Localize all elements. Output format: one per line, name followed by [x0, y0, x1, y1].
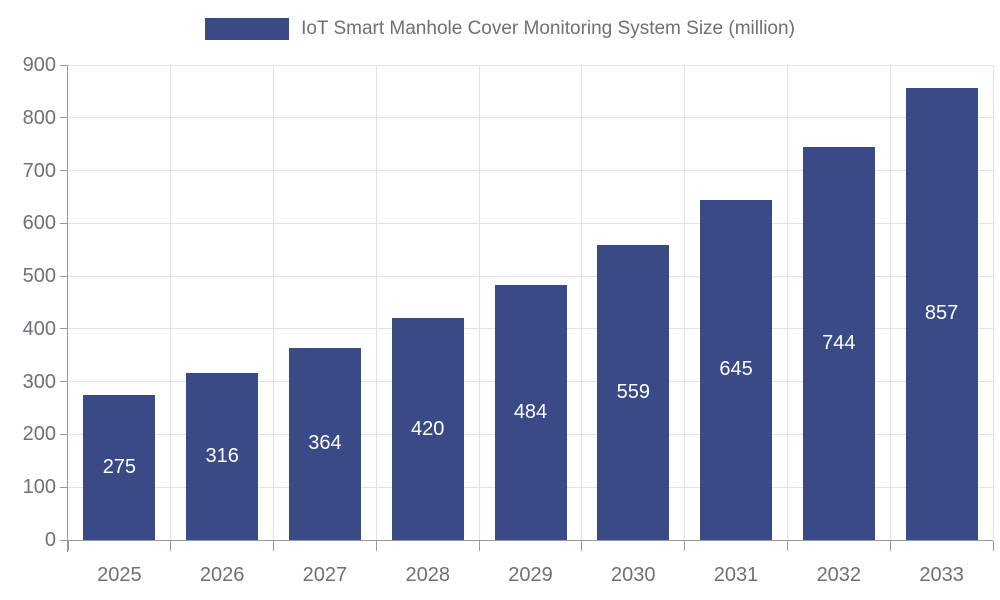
x-axis-tick-6: [684, 541, 686, 551]
x-axis-tick-1: [170, 541, 172, 551]
bar-value-label-2028: 420: [411, 417, 445, 440]
v-gridline-7: [786, 65, 788, 540]
x-axis-label-2029: 2029: [508, 564, 553, 586]
y-axis-tick-600: [60, 222, 68, 224]
bar-value-label-2025: 275: [102, 455, 137, 478]
y-axis-tick-500: [60, 275, 68, 277]
v-gridline-3: [375, 65, 377, 540]
bar-2029[interactable]: 484: [494, 284, 567, 540]
chart-legend[interactable]: IoT Smart Manhole Cover Monitoring Syste…: [0, 18, 1000, 40]
y-axis-tick-200: [60, 433, 68, 435]
bar-2033[interactable]: 857: [905, 87, 978, 540]
x-axis-label-2031: 2031: [713, 564, 759, 586]
y-axis-tick-label-600: 600: [22, 212, 56, 235]
x-axis-tick-4: [478, 541, 480, 551]
x-axis-tick-8: [889, 541, 891, 551]
y-axis-tick-label-800: 800: [22, 106, 56, 129]
x-axis-tick-0: [67, 541, 69, 551]
y-axis-tick-300: [60, 381, 68, 383]
y-axis-tick-700: [60, 170, 68, 172]
bar-value-label-2033: 857: [924, 302, 959, 325]
h-gridline-700: [68, 170, 993, 172]
legend-swatch: [205, 18, 290, 40]
bar-2028[interactable]: 420: [391, 318, 464, 540]
bar-2025[interactable]: 275: [83, 394, 156, 540]
h-gridline-600: [68, 222, 993, 224]
y-axis-tick-label-0: 0: [44, 529, 56, 551]
bar-value-label-2032: 744: [822, 332, 856, 355]
x-axis-tick-5: [581, 541, 583, 551]
v-gridline-6: [684, 65, 686, 540]
bar-value-label-2027: 364: [308, 432, 342, 455]
h-gridline-800: [68, 117, 993, 119]
x-axis-tick-2: [273, 541, 275, 551]
bar-value-label-2029: 484: [513, 400, 548, 423]
y-axis-tick-label-700: 700: [22, 159, 56, 182]
legend-label: IoT Smart Manhole Cover Monitoring Syste…: [301, 18, 795, 39]
bar-2027[interactable]: 364: [288, 347, 361, 540]
x-axis-label-2032: 2032: [816, 564, 862, 586]
bar-2032[interactable]: 744: [802, 147, 875, 540]
y-axis-tick-900: [60, 64, 68, 66]
y-axis-tick-label-500: 500: [22, 265, 56, 288]
y-axis-tick-label-100: 100: [22, 476, 56, 499]
x-axis-label-2033: 2033: [919, 564, 964, 586]
y-axis-tick-label-900: 900: [22, 54, 56, 76]
y-axis-tick-400: [60, 328, 68, 330]
v-gridline-5: [581, 65, 583, 540]
x-axis-label-2030: 2030: [611, 564, 656, 586]
bar-2026[interactable]: 316: [186, 373, 259, 540]
x-axis-tick-7: [786, 541, 788, 551]
v-gridline-4: [478, 65, 480, 540]
v-gridline-2: [273, 65, 275, 540]
h-gridline-900: [68, 64, 993, 66]
x-axis-label-2027: 2027: [302, 564, 348, 586]
x-axis-label-2025: 2025: [97, 564, 142, 586]
y-axis-tick-label-200: 200: [22, 423, 56, 446]
bar-2031[interactable]: 645: [700, 199, 773, 540]
v-gridline-8: [889, 65, 891, 540]
y-axis-tick-label-400: 400: [22, 317, 56, 340]
y-axis-tick-800: [60, 117, 68, 119]
x-axis-label-2026: 2026: [199, 564, 245, 586]
bar-2030[interactable]: 559: [597, 244, 670, 540]
v-gridline-1: [170, 65, 172, 540]
y-axis-tick-100: [60, 486, 68, 488]
x-axis-tick-3: [375, 541, 377, 551]
x-axis-line: [60, 540, 993, 541]
y-axis-line: [67, 65, 68, 552]
bar-value-label-2031: 645: [719, 358, 753, 381]
bar-value-label-2026: 316: [205, 445, 239, 468]
y-axis-tick-label-300: 300: [22, 370, 56, 393]
x-axis-tick-9: [992, 541, 994, 551]
x-axis-label-2028: 2028: [405, 564, 450, 586]
bar-value-label-2030: 559: [616, 380, 650, 403]
v-gridline-9: [992, 65, 994, 540]
h-gridline-500: [68, 275, 993, 277]
